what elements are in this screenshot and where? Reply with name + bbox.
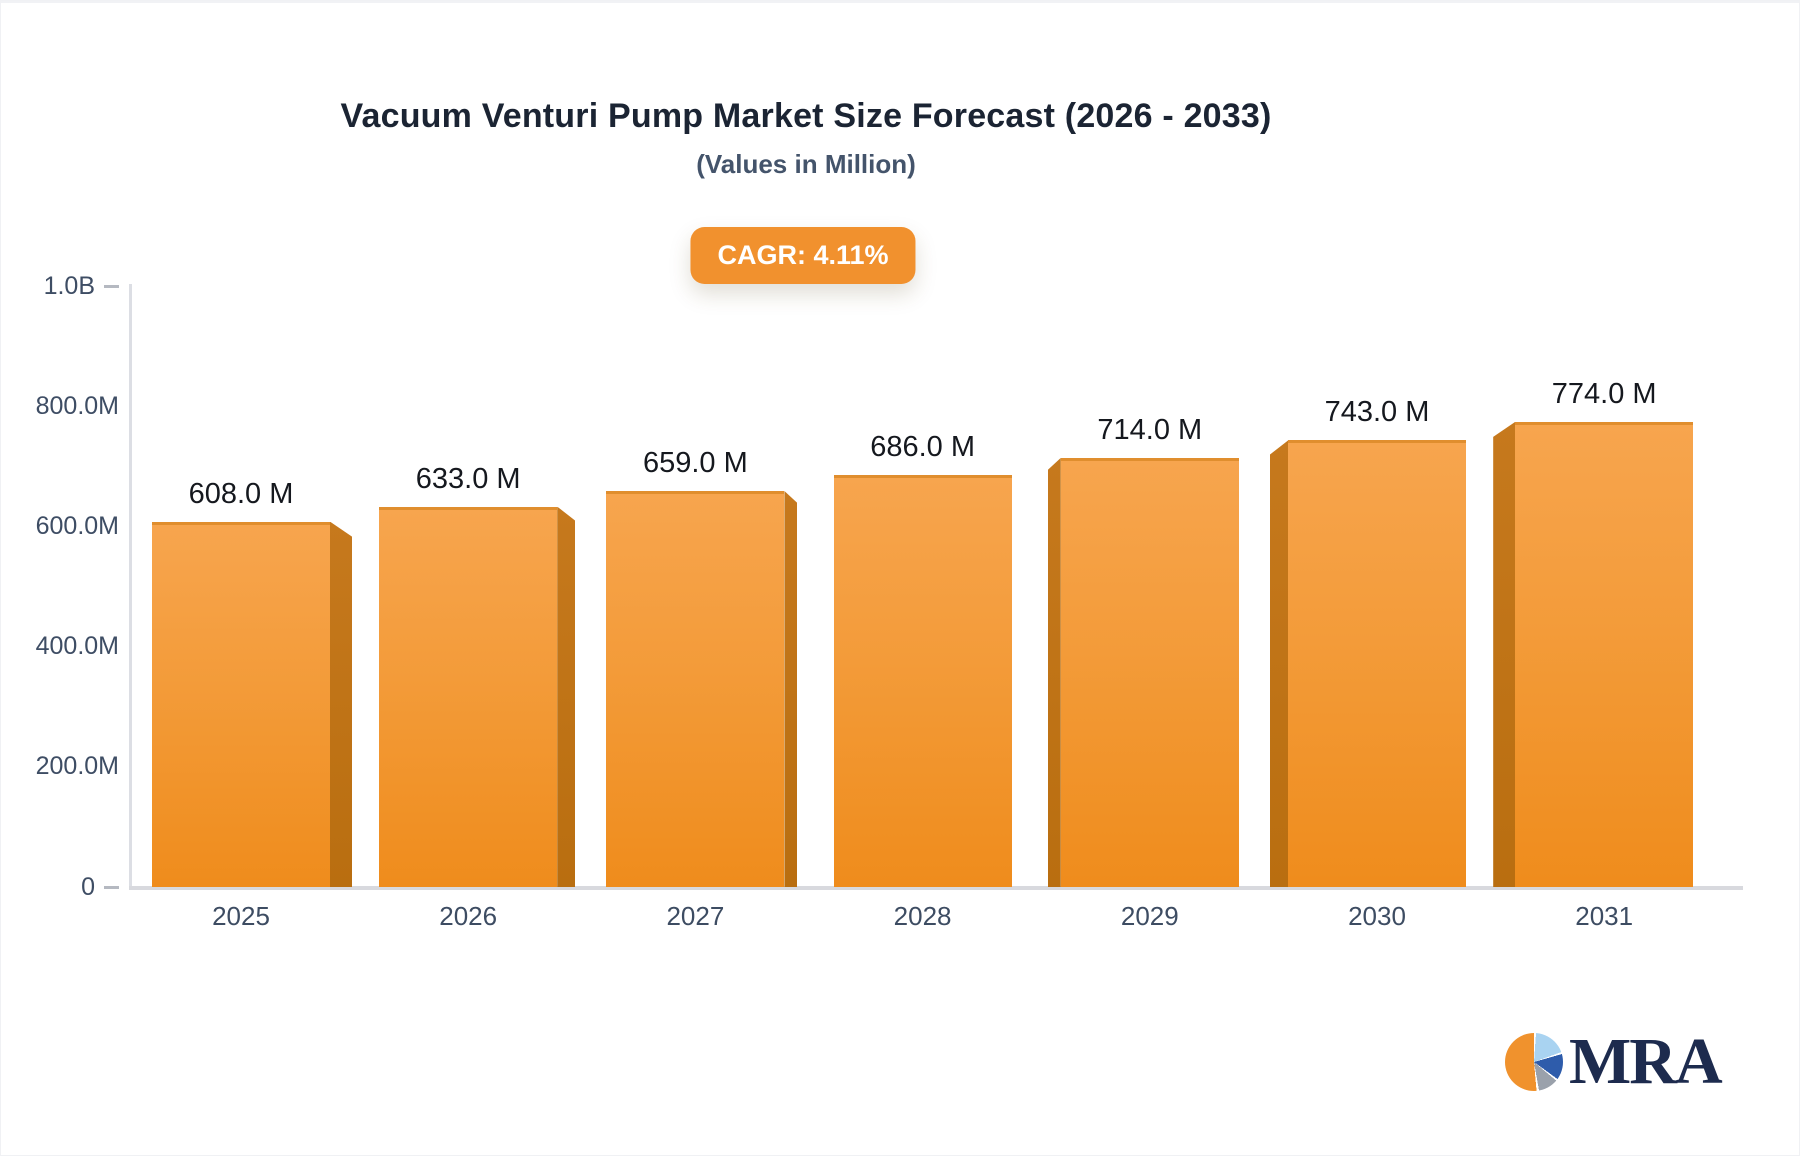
- x-tick-label: 2025: [212, 901, 270, 931]
- cagr-badge: CAGR: 4.11%: [690, 227, 916, 284]
- chart-title: Vacuum Venturi Pump Market Size Forecast…: [340, 97, 1272, 135]
- bar-2031[interactable]: [1515, 421, 1694, 887]
- y-tick-label: 600.0M: [35, 511, 119, 540]
- y-axis-line: [129, 284, 132, 888]
- y-tick-row: 400.0M: [1, 632, 130, 662]
- mra-logo: MRA: [1505, 1025, 1723, 1098]
- y-tick-mark: [104, 885, 119, 889]
- bar-value-label: 686.0 M: [870, 430, 975, 463]
- top-border: [1, 1, 1799, 3]
- y-tick-label: 0: [81, 872, 95, 901]
- y-tick-mark: [104, 284, 119, 288]
- y-tick-row: 0: [1, 872, 119, 902]
- y-tick-label: 400.0M: [35, 632, 119, 661]
- logo-text: MRA: [1569, 1025, 1723, 1098]
- bar-value-label: 743.0 M: [1324, 396, 1430, 429]
- y-tick-row: 800.0M: [1, 391, 130, 421]
- bar-2029[interactable]: [1060, 457, 1239, 887]
- x-axis-line: [129, 886, 1743, 890]
- bar-side-face-2026: [557, 506, 576, 887]
- bar-side-face-2027: [784, 490, 798, 887]
- bar-2026[interactable]: [379, 506, 558, 887]
- bar-value-label: 633.0 M: [415, 462, 521, 495]
- bar-side-face-2030: [1270, 440, 1288, 887]
- y-tick-row: 1.0B: [1, 271, 119, 301]
- x-tick-label: 2029: [1120, 901, 1179, 931]
- y-tick-row: 200.0M: [1, 752, 130, 782]
- bar-2025[interactable]: [152, 521, 330, 887]
- bar-2027[interactable]: [606, 490, 785, 887]
- y-tick-label: 200.0M: [35, 752, 119, 781]
- chart-subtitle: (Values in Million): [696, 149, 916, 179]
- y-tick-row: 600.0M: [1, 511, 130, 541]
- bar-2028[interactable]: [833, 474, 1012, 887]
- bar-value-label: 774.0 M: [1551, 377, 1657, 410]
- y-tick-label: 800.0M: [35, 391, 119, 420]
- bar-2030[interactable]: [1288, 440, 1466, 887]
- x-tick-label: 2028: [893, 901, 952, 931]
- bar-side-face-2025: [330, 521, 352, 887]
- y-tick-label: 1.0B: [43, 271, 95, 300]
- bar-side-face-2031: [1493, 421, 1516, 887]
- bar-value-label: 659.0 M: [642, 446, 748, 479]
- x-tick-label: 2027: [666, 901, 725, 931]
- bar-value-label: 608.0 M: [188, 477, 294, 510]
- x-tick-label: 2031: [1575, 901, 1634, 931]
- pie-chart-logo-icon: [1505, 1033, 1563, 1091]
- bar-side-face-2029: [1047, 457, 1061, 887]
- x-tick-label: 2030: [1348, 901, 1406, 931]
- bar-value-label: 714.0 M: [1097, 413, 1203, 446]
- x-tick-label: 2026: [439, 901, 498, 931]
